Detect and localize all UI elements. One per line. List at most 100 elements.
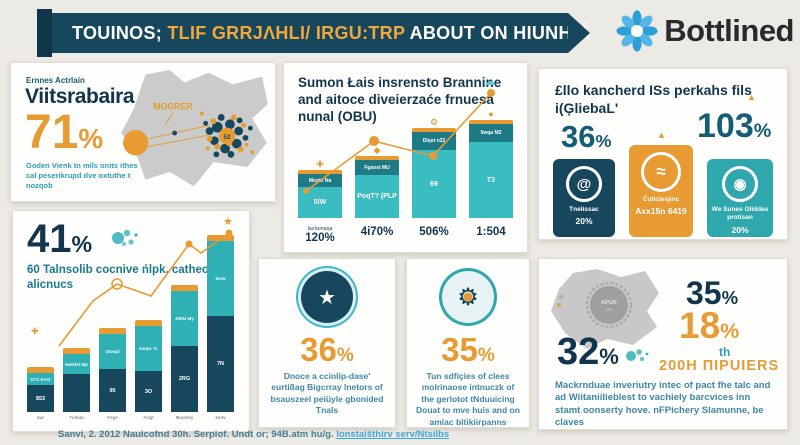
bar-body-segment: 5lW [298, 187, 342, 218]
stat-card-navy: @ Tnelissac 20% [553, 159, 615, 237]
bar-body-segment: 69 [412, 150, 456, 218]
region-map: MOGRER 52 [121, 69, 268, 187]
stat-36: 36% [561, 119, 612, 154]
cluster-value: 52 [224, 134, 232, 141]
bar-teal-segment: 4mqw 7L [135, 326, 162, 371]
stat-card-orange: ≈ Čuticiesjinc Axx15n 6419 [629, 145, 693, 237]
bar-navy-segment: $53 [27, 385, 54, 412]
summary-stat-small: th [719, 345, 731, 359]
seal-badge-icon: ≈ [641, 152, 681, 192]
card-text: We Sunes Gliddes protisan [711, 206, 769, 222]
stacked-bar: 4mqw 7L 3O [135, 320, 162, 412]
stacked-bar: 5mw 7N [207, 235, 234, 412]
gear-icon: ⚙ [442, 271, 494, 323]
stacked-bar: 40M4 My 2RG [171, 285, 198, 412]
stat-card-teal: ◉ We Sunes Gliddes protisan 20% [707, 159, 773, 237]
bar-cap-segment [27, 367, 54, 373]
summary-stat-main: 32% [557, 331, 619, 373]
summary-paragraph: Mackrnduae inveriutry intec of pact fhe … [555, 380, 771, 429]
trend-labels: laxtumaqa 120% 4i70% 506% 1:504 [298, 226, 515, 244]
trend-bar-value-label: laxtumaqa 120% [298, 226, 342, 244]
vehicle-icon: ◉ [722, 166, 758, 202]
svg-text:om: om [606, 307, 613, 312]
fact-text: Tun sdfiçies of clees molrinaose intnucz… [416, 371, 520, 427]
mini-triangle-icon: ▲ [747, 92, 756, 102]
panel-fact-gear: ⚙ 35% Tun sdfiçies of clees molrinaose i… [406, 258, 530, 428]
stacked-bar: O?1 KAG $53 [27, 367, 54, 412]
trend-bar: Fganst MU PoqT? (PLP [355, 156, 399, 218]
bar-teal-segment: 5mw [207, 241, 234, 316]
bar-dark-segment: Moqte Na [298, 174, 342, 187]
mini-triangle-icon: ▲ [657, 130, 666, 140]
panel-stacked-chart: 41% 60 Talnsolib cocnive ńlpk. catheote … [12, 210, 250, 432]
header-banner: TOUINOS; TLIF GRRJΛHLI/ IRGU:TRP ABOUT O… [37, 9, 590, 57]
trend-bars: ✚ Moqte Na 5lW ◆ Fganst MU PoqT? (PLP ⚙ Dlqst n… [298, 106, 515, 218]
panel-region: Ernnes Actrlain Viitsrabaira 71% Goden V… [10, 62, 276, 202]
trend-bar: Dlqst n32 69 [412, 128, 456, 218]
summary-stat-b: 18% [679, 305, 740, 346]
card-value: 20% [575, 216, 593, 227]
stacked-bar-x-label: Sar [36, 415, 45, 420]
trend-bar-icon: ⚙ [429, 117, 439, 127]
map-label: MOGRER [153, 102, 193, 112]
stacked-bars: O?1 KAG $53 Sar Iweklst Mp Tutlata Gtwqd 95 Feg… [27, 235, 239, 421]
cards-title: £llo kancherd ISs perkahs fils i(ĢliebaL… [555, 82, 752, 116]
summary-stat-a: 35% [686, 275, 739, 311]
map-burst [590, 286, 628, 324]
bar-navy-segment: 2RG [171, 346, 198, 412]
banner-text-1: TOUINOS; [72, 22, 168, 43]
bar-body-segment: T3 [469, 142, 513, 218]
trend-bar-value-label: 506% [419, 226, 449, 238]
badge-star-icon: ★ [301, 271, 353, 323]
stacked-bar-column: 40M4 My 2RG Macktey [171, 285, 198, 421]
fact-stat: 35% [441, 331, 495, 368]
trend-bar-value-label: 1:504 [476, 226, 506, 238]
trend-bar-column: ● 5wqa M2 T3 [469, 108, 513, 218]
bar-teal-segment: 40M4 My [171, 291, 198, 346]
decorative-icon: ★ [223, 216, 233, 228]
bar-cap-segment [63, 348, 90, 354]
stacked-bar-column: Iweklst Mp Tutlata [63, 348, 90, 421]
logo-text: Bottlined [664, 13, 794, 48]
trend-bar-icon: ◆ [373, 145, 381, 155]
bar-navy-segment: 7N [207, 316, 234, 412]
bar-navy-segment: 3O [135, 371, 162, 412]
trend-bar-icon: ✚ [316, 159, 324, 169]
fact-stat: 36% [300, 331, 354, 368]
panel-stat-cards: £llo kancherd ISs perkahs fils i(ĢliebaL… [538, 68, 788, 240]
bar-teal-segment: Gtwqd [99, 334, 126, 369]
pinwheel-icon [616, 10, 658, 52]
region-eyebrow: Ernnes Actrlain [26, 76, 85, 85]
bar-teal-segment: Iweklst Mp [63, 354, 90, 374]
gear-center-dot [463, 292, 473, 302]
map-origin-dot [123, 130, 149, 156]
banner-text-3: ABOUT ON HIUNHIÁ [404, 22, 591, 43]
stacked-bar-column: 5mw 7N 1mtv [207, 235, 234, 421]
fact-text: Dnoce a ccinlip-dase' eurtißag Bigcrray … [270, 371, 384, 416]
stacked-bar-column: Gtwqd 95 Fege [99, 328, 126, 421]
stacked-bar-x-label: Arlgt [143, 415, 154, 420]
panel-summary: KPUR om 32% 35% 18% th 200H ПIPUIERS Mac… [538, 258, 788, 430]
stacked-bar-x-label: Fege [107, 415, 118, 420]
stacked-bar-column: O?1 KAG $53 Sar [27, 367, 54, 421]
footer: Sanvi, 2. 2012 Nauicofnd 30h. Serpiof. U… [58, 429, 449, 440]
bar-navy-segment [63, 374, 90, 412]
stacked-bar-x-label: 1mtv [215, 415, 226, 420]
trend-bar-column: ⚙ Dlqst n32 69 [412, 116, 456, 218]
trend-bar-column: ◆ Fganst MU PoqT? (PLP [355, 144, 399, 218]
trend-bar-icon: ● [488, 109, 494, 119]
trend-bar-column: ✚ Moqte Na 5lW [298, 158, 342, 218]
footer-link[interactable]: Ionstaišthirv serv/Ntsilbs [336, 429, 450, 440]
summary-map: KPUR om [551, 269, 659, 349]
bar-dark-segment: Fganst MU [355, 160, 399, 175]
bar-body-segment: PoqT? (PLP [355, 175, 399, 218]
card-value: 20% [731, 224, 749, 235]
banner-text-accent: TLIF GRRJΛHLI/ IRGU:TRP [167, 22, 405, 43]
stacked-bar: Iweklst Mp [63, 348, 90, 412]
panel-trend-chart: Sumon Łais insrensto Brannine and aitoce… [283, 62, 528, 253]
trend-bar-value-label: 4i70% [360, 226, 394, 238]
trend-bar: Moqte Na 5lW [298, 170, 342, 218]
bar-navy-segment: 95 [99, 369, 126, 412]
summary-stat-caption: 200H ПIPUIERS [659, 358, 780, 374]
map-center-label: KPUR [601, 300, 617, 306]
